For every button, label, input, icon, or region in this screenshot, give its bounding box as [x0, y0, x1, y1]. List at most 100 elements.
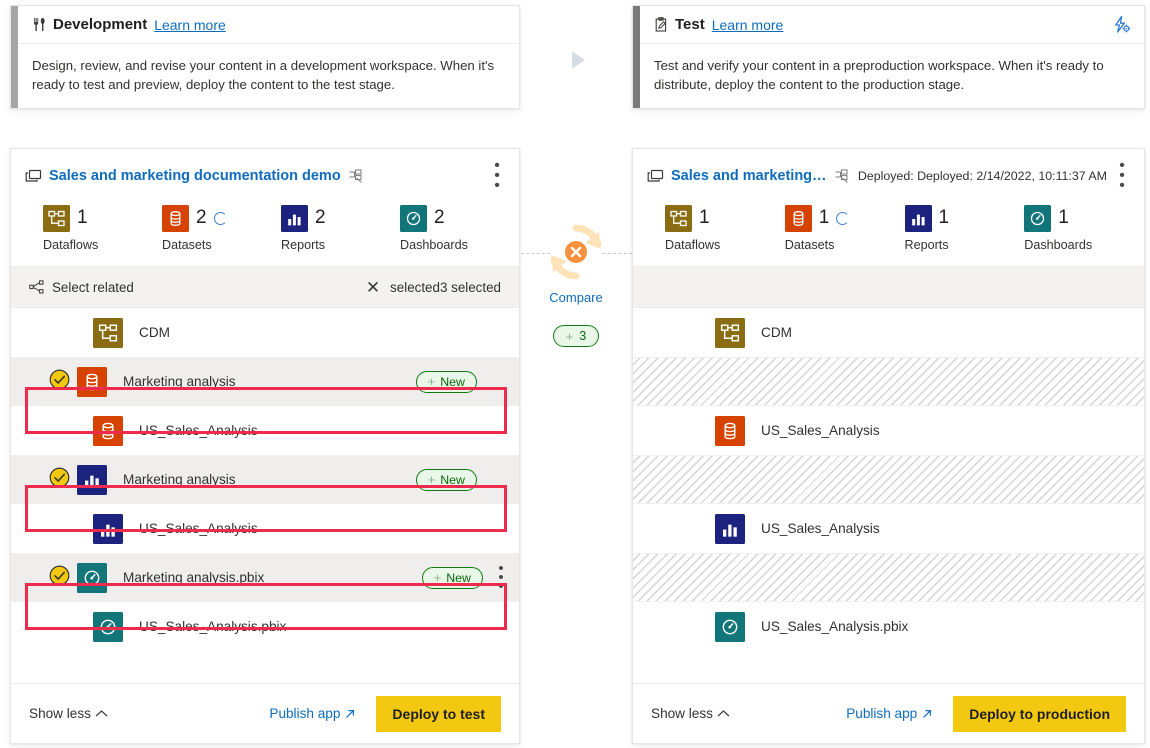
stat-label: Dashboards [1024, 238, 1093, 252]
reports-icon [715, 513, 745, 544]
item-name: CDM [139, 325, 170, 340]
selected-check-icon[interactable] [49, 369, 70, 395]
compare-panel: Compare + 3 [542, 218, 610, 347]
reports-icon [904, 204, 932, 232]
clear-selection-button[interactable]: ✕ selected3 selected [366, 279, 501, 296]
more-options-icon[interactable]: • • • [1119, 157, 1125, 194]
stat-count: 1 [1058, 207, 1069, 228]
reports-icon [93, 513, 123, 544]
lineage-view-icon[interactable] [348, 169, 363, 183]
show-less-button[interactable]: Show less [651, 706, 730, 721]
stat-reports[interactable]: 2 Reports [281, 203, 400, 252]
stat-label: Reports [904, 238, 949, 252]
learn-more-link[interactable]: Learn more [711, 16, 784, 33]
chevron-up-icon [717, 709, 730, 718]
select-related-icon [29, 280, 45, 294]
workspace-card-test: Sales and marketing doc... Deployed: Dep… [632, 148, 1145, 744]
workspace-stats: 1 Dataflows [11, 187, 519, 266]
stat-datasets[interactable]: 1 Datasets [784, 203, 905, 252]
dashboards-icon [77, 562, 107, 593]
external-link-icon [344, 708, 356, 720]
stage-card-development: Development Learn more Design, review, a… [10, 5, 520, 109]
lineage-view-icon[interactable] [834, 169, 849, 183]
clear-selection-icon: ✕ [365, 277, 381, 297]
dataflows-icon [665, 204, 692, 232]
list-item[interactable]: CDM [633, 308, 1144, 357]
missing-item-placeholder [633, 553, 1144, 602]
new-badge[interactable]: + New [421, 566, 483, 589]
learn-more-link[interactable]: Learn more [154, 16, 226, 33]
compare-refresh-icon[interactable] [542, 218, 610, 286]
content-item-list: CDM US_Sales_Analysis [633, 308, 1144, 683]
stat-dashboards[interactable]: 1 Dashboards [1024, 203, 1144, 252]
deploy-button[interactable]: Deploy to test [376, 695, 501, 732]
select-related-label: Select related [52, 279, 134, 295]
select-related-button[interactable]: Select related [29, 280, 134, 295]
stage-title: Test [675, 16, 705, 33]
more-options-icon[interactable]: • • • [494, 157, 500, 194]
list-item[interactable]: Marketing analysis.pbix + New • • • [11, 553, 519, 602]
stat-datasets[interactable]: 2 Datasets [162, 203, 281, 252]
dataflows-icon [715, 317, 745, 348]
compare-connector-right [602, 253, 632, 254]
item-name: US_Sales_Analysis.pbix [761, 619, 909, 634]
stat-dashboards[interactable]: 2 Dashboards [400, 203, 519, 252]
publish-app-link[interactable]: Publish app [269, 706, 356, 721]
selected-check-icon[interactable] [49, 565, 70, 591]
stage-titlebar: Development Learn more [18, 6, 519, 44]
chevron-up-icon [95, 709, 108, 718]
stat-count: 1 [938, 207, 950, 228]
show-less-button[interactable]: Show less [29, 706, 108, 721]
stat-reports[interactable]: 1 Reports [904, 203, 1025, 252]
publish-app-link[interactable]: Publish app [846, 706, 933, 721]
workspace-name-link[interactable]: Sales and marketing doc... [671, 168, 827, 184]
list-item[interactable]: US_Sales_Analysis.pbix [633, 602, 1144, 651]
list-item[interactable]: Marketing analysis + New [11, 357, 519, 406]
new-badge[interactable]: + New [415, 468, 477, 491]
stat-count: 2 [315, 207, 326, 228]
list-item[interactable]: US_Sales_Analysis [633, 504, 1144, 553]
list-item[interactable]: US_Sales_Analysis [633, 406, 1144, 455]
plus-icon: + [427, 374, 436, 389]
compare-label[interactable]: Compare [549, 290, 603, 305]
list-item[interactable]: Marketing analysis + New [11, 455, 519, 504]
stat-label: Dataflows [43, 238, 99, 252]
list-item[interactable]: US_Sales_Analysis.pbix [11, 602, 519, 651]
publish-app-label: Publish app [846, 706, 918, 721]
stage-flow-arrow-icon [572, 51, 585, 69]
list-item[interactable]: CDM [11, 308, 519, 357]
item-more-options-icon[interactable]: • • • [498, 560, 504, 595]
external-link-icon [921, 708, 933, 720]
item-name: Marketing analysis.pbix [123, 570, 265, 585]
deployment-rules-lightning-gear-icon[interactable] [1112, 15, 1132, 35]
plus-icon: + [427, 472, 436, 487]
stat-dataflows[interactable]: 1 Dataflows [43, 203, 162, 252]
dataflows-icon [93, 317, 123, 348]
show-less-label: Show less [29, 706, 91, 721]
workspace-footer: Show less Publish app Deploy to test [11, 683, 519, 743]
new-badge-label: New [446, 570, 471, 585]
workspace-name-link[interactable]: Sales and marketing documentation demo [49, 168, 341, 184]
workspace-stats: 1 Dataflows [633, 187, 1144, 266]
deployment-timestamp: Deployed: Deployed: 2/14/2022, 10:11:37 … [857, 169, 1107, 183]
item-name: Marketing analysis [123, 374, 236, 389]
stage-description: Test and verify your content in a prepro… [654, 58, 1104, 92]
stat-count: 2 [434, 207, 445, 228]
stat-dataflows[interactable]: 1 Dataflows [665, 203, 785, 252]
datasets-icon [93, 415, 123, 446]
compare-diff-badge[interactable]: + 3 [552, 325, 600, 347]
reports-icon [281, 204, 308, 232]
stage-card-test: Test Learn more [632, 5, 1145, 109]
test-clipboard-icon [654, 17, 668, 32]
stat-label: Datasets [162, 238, 212, 252]
workspace-card-development: Sales and marketing documentation demo •… [10, 148, 520, 744]
list-item[interactable]: US_Sales_Analysis [11, 406, 519, 455]
deploy-button[interactable]: Deploy to production [953, 695, 1126, 732]
workspace-icon [25, 169, 42, 184]
new-badge[interactable]: + New [415, 370, 477, 393]
list-item[interactable]: US_Sales_Analysis [11, 504, 519, 553]
plus-icon: + [565, 328, 574, 344]
selected-check-icon[interactable] [49, 467, 70, 493]
stat-count: 1 [699, 207, 710, 228]
missing-item-placeholder [633, 357, 1144, 406]
